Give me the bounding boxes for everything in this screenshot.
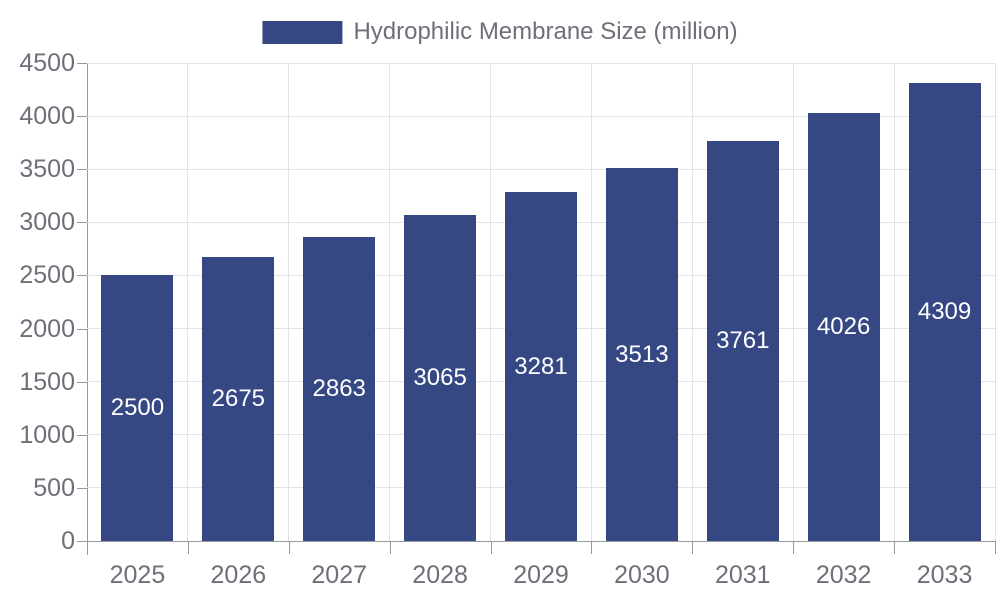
y-tick-label: 2000 <box>19 314 75 343</box>
v-gridline <box>288 63 290 541</box>
y-tick-label: 4000 <box>19 102 75 131</box>
bar-value-label: 2863 <box>312 375 366 402</box>
v-gridline <box>994 63 996 541</box>
bar-2030: 3513 <box>605 168 678 541</box>
x-tick-label: 2029 <box>513 561 569 589</box>
y-tick-label: 3000 <box>19 208 75 237</box>
bar-2028: 3065 <box>404 215 477 541</box>
y-tick-mark <box>77 381 87 383</box>
v-gridline <box>590 63 592 541</box>
x-tick-label: 2028 <box>412 561 468 589</box>
x-tick-label: 2033 <box>916 561 973 589</box>
y-tick-label: 1000 <box>19 420 75 449</box>
x-tick-mark <box>894 541 896 554</box>
y-tick-label: 2500 <box>19 261 75 290</box>
legend-swatch <box>262 20 343 44</box>
v-gridline <box>792 63 794 541</box>
y-tick-mark <box>77 487 87 489</box>
bar-2027: 2863 <box>303 237 376 541</box>
x-tick-mark <box>692 541 694 554</box>
x-tick-label: 2032 <box>815 561 872 589</box>
bar-2026: 2675 <box>202 257 275 541</box>
bar-value-label: 4309 <box>917 298 972 325</box>
y-tick-label: 3500 <box>19 155 75 184</box>
legend-label: Hydrophilic Membrane Size (million) <box>353 18 738 45</box>
v-gridline <box>691 63 693 541</box>
x-tick-mark <box>87 541 88 554</box>
x-tick-label: 2025 <box>109 561 166 589</box>
x-tick-mark <box>591 541 593 554</box>
y-tick-mark <box>77 434 87 436</box>
bar-value-label: 4026 <box>816 313 871 340</box>
x-axis-line <box>87 541 996 542</box>
bar-2029: 3281 <box>505 192 577 541</box>
bar-value-label: 3281 <box>514 352 568 380</box>
bar-value-label: 2500 <box>110 394 165 421</box>
x-tick-mark <box>288 541 290 554</box>
bar-value-label: 2675 <box>211 385 266 412</box>
y-tick-mark <box>77 541 87 542</box>
y-tick-label: 0 <box>61 527 75 555</box>
y-tick-mark <box>77 63 87 64</box>
y-tick-mark <box>77 169 87 171</box>
bar-2025: 2500 <box>101 275 174 541</box>
h-gridline <box>87 115 995 117</box>
y-tick-label: 4500 <box>19 49 75 77</box>
y-tick-label: 1500 <box>19 367 75 396</box>
y-tick-mark <box>77 116 87 118</box>
plot-area: 2500 2675 2863 3065 3281 3513 3761 4026 4309 <box>87 62 996 541</box>
bar-value-label: 3761 <box>716 327 770 354</box>
y-tick-label: 500 <box>33 473 75 502</box>
bar-value-label: 3065 <box>413 364 467 391</box>
x-tick-mark <box>995 541 996 554</box>
x-tick-mark <box>187 541 189 554</box>
legend[interactable]: Hydrophilic Membrane Size (million) <box>262 18 738 46</box>
bar-2031: 3761 <box>706 141 779 541</box>
x-tick-label: 2027 <box>311 561 368 589</box>
x-tick-mark <box>793 541 795 554</box>
y-tick-mark <box>77 222 87 224</box>
y-tick-mark <box>77 275 87 277</box>
bar-value-label: 3513 <box>615 340 669 368</box>
h-gridline <box>87 168 995 170</box>
x-tick-label: 2030 <box>614 561 670 589</box>
bar-2033: 4309 <box>908 83 981 541</box>
h-gridline <box>87 62 995 64</box>
v-gridline <box>490 63 492 541</box>
v-gridline <box>893 63 895 541</box>
y-tick-mark <box>77 328 87 330</box>
x-tick-mark <box>490 541 492 554</box>
v-gridline <box>187 63 189 541</box>
x-tick-label: 2026 <box>210 561 267 589</box>
y-axis-line <box>87 63 88 555</box>
x-tick-label: 2031 <box>714 561 771 589</box>
x-tick-mark <box>389 541 391 554</box>
v-gridline <box>389 63 391 541</box>
bar-2032: 4026 <box>807 113 880 541</box>
